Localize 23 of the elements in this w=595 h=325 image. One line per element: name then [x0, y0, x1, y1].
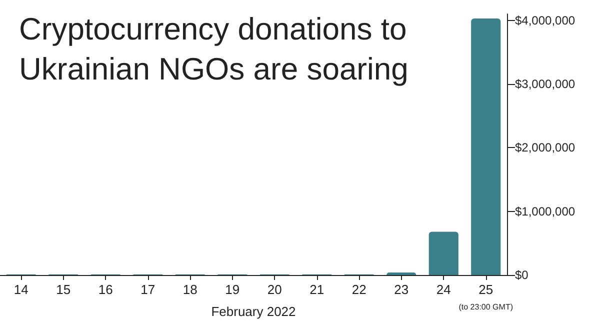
bar — [428, 232, 458, 275]
x-tick-label: 25 — [478, 282, 494, 297]
x-tick-label: 24 — [436, 282, 451, 297]
x-axis-title: February 2022 — [211, 304, 296, 319]
x-tick-label: 20 — [267, 282, 282, 297]
x-tick-label: 23 — [394, 282, 409, 297]
y-tick-label: $4,000,000 — [515, 13, 576, 28]
text: Cryptocurrency donations to Ukrainian NGOs are soaring — [19, 12, 416, 86]
y-tick-label: $1,000,000 — [515, 204, 576, 218]
text: (to 23:00 GMT) — [458, 302, 514, 312]
y-tick-label: $2,000,000 — [515, 140, 576, 155]
bar — [471, 18, 501, 275]
y-tick-label: $3,000,000 — [515, 77, 576, 92]
x-tick-label: 14 — [14, 282, 28, 297]
x-tick-label: 15 — [56, 282, 71, 297]
x-tick-label: 17 — [140, 282, 156, 297]
x-tick-label: 19 — [225, 282, 240, 297]
x-tick-label: 22 — [352, 282, 366, 297]
x-tick-label: 16 — [98, 282, 113, 297]
bar — [386, 272, 416, 275]
y-tick-label: $0 — [515, 268, 529, 282]
x-tick-label: 21 — [310, 282, 324, 297]
x-tick-label: 18 — [182, 282, 198, 297]
